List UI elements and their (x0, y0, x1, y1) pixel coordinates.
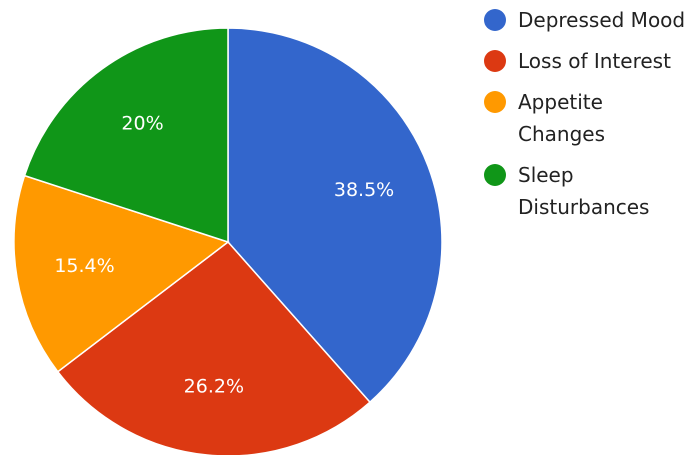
legend: Depressed Mood Loss of Interest Appetite C… (484, 4, 696, 223)
chart: 38.5% 26.2% 15.4% 20% (13, 27, 443, 455)
legend-item: Appetite Changes (484, 86, 696, 150)
legend-label: Loss of Interest (518, 49, 671, 73)
data-label: 26.2% (184, 375, 244, 397)
data-label: 38.5% (334, 179, 394, 201)
legend-swatch (484, 164, 506, 186)
legend-label: Depressed Mood (518, 8, 686, 32)
legend-swatch (484, 91, 506, 113)
legend-item: Loss of Interest (484, 45, 696, 77)
pie-slice (23, 27, 229, 244)
legend-item: Depressed Mood (484, 4, 696, 36)
legend-item: Sleep Disturbances (484, 159, 696, 223)
data-label: 20% (121, 113, 163, 135)
legend-label: Sleep Disturbances (518, 163, 650, 219)
legend-label: Appetite Changes (518, 90, 605, 146)
legend-swatch (484, 9, 506, 31)
pie-slice (227, 27, 443, 404)
legend-swatch (484, 50, 506, 72)
data-label: 15.4% (54, 255, 114, 277)
